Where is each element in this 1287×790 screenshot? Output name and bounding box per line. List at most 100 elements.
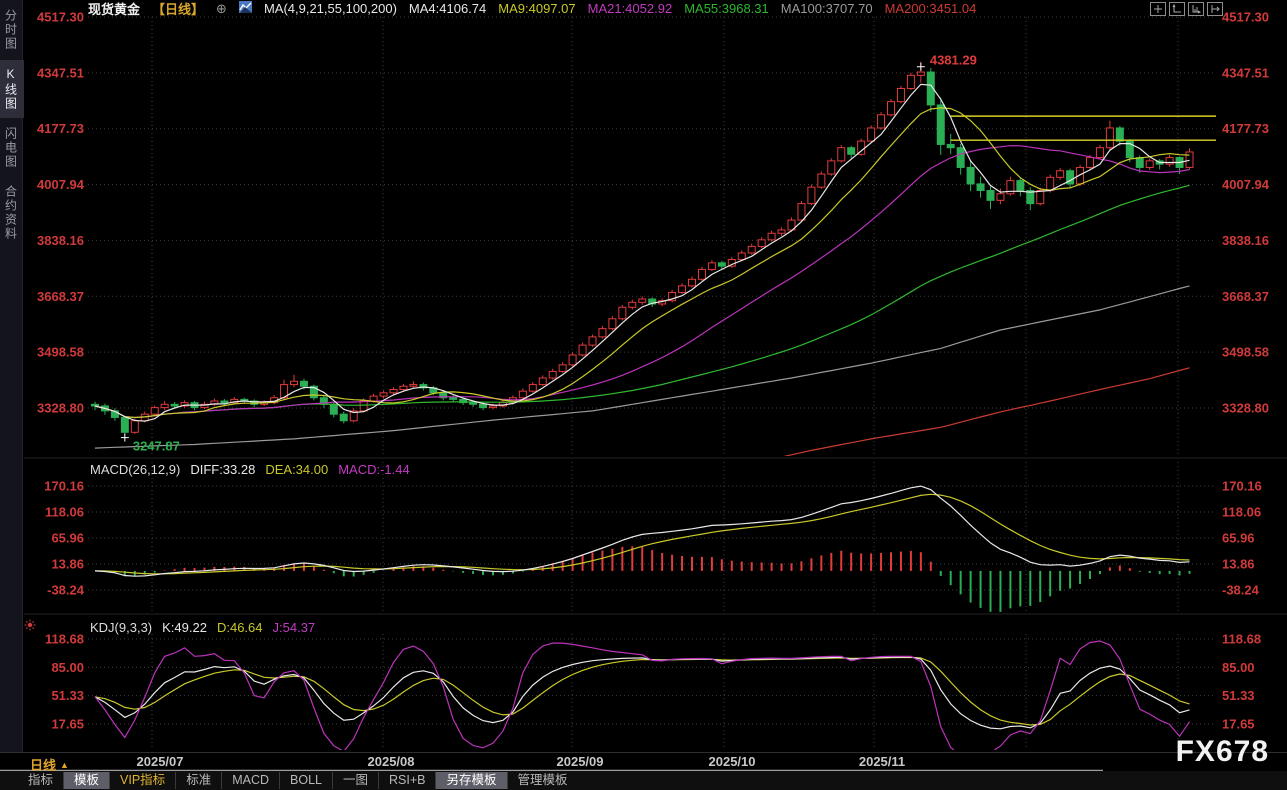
tab-vip-indicators[interactable]: VIP指标 <box>109 772 175 789</box>
chevron-up-icon: ▲ <box>60 759 69 770</box>
svg-text:65.96: 65.96 <box>51 531 84 546</box>
svg-text:3328.80: 3328.80 <box>1222 401 1269 416</box>
chart-tools <box>1150 2 1223 16</box>
kdj-d-value: D:46.64 <box>216 620 263 635</box>
svg-text:4007.94: 4007.94 <box>1222 177 1270 192</box>
right-axis-scale-icon[interactable] <box>1188 2 1204 16</box>
symbol-name: 现货黄金 <box>88 2 141 17</box>
svg-text:4177.73: 4177.73 <box>37 121 84 136</box>
kdj-j-value: J:54.37 <box>272 620 316 635</box>
svg-text:3838.16: 3838.16 <box>37 233 84 248</box>
ma-value-2: MA21:4052.92 <box>587 1 673 16</box>
left-axis-scale-icon[interactable] <box>1169 2 1185 16</box>
tab-save-template[interactable]: 另存模板 <box>435 772 507 789</box>
candlesticks <box>91 61 1194 435</box>
sidebar-item-time-chart[interactable]: 分时图 <box>3 9 18 51</box>
svg-text:2025/09: 2025/09 <box>557 754 604 769</box>
ma-lines <box>94 83 1190 456</box>
svg-text:17.65: 17.65 <box>1222 717 1255 732</box>
kdj-pane <box>94 640 1190 750</box>
svg-text:4347.51: 4347.51 <box>37 65 84 80</box>
macd-pane-header: MACD(26,12,9) DIFF:33.28 DEA:34.00 MACD:… <box>90 462 410 477</box>
ma4-line <box>94 83 1190 422</box>
ma9-line <box>94 107 1190 419</box>
svg-text:3838.16: 3838.16 <box>1222 233 1269 248</box>
svg-text:3668.37: 3668.37 <box>37 289 84 304</box>
tab-templates[interactable]: 模板 <box>63 772 110 789</box>
period-selector[interactable]: 日线 ▲ <box>30 755 69 774</box>
ma200-line <box>783 367 1190 456</box>
svg-text:118.06: 118.06 <box>45 505 84 520</box>
k-line <box>94 656 1190 730</box>
svg-text:3498.58: 3498.58 <box>1222 345 1269 360</box>
chart-header: 现货黄金 【日线】 ⊕ MA(4,9,21,55,100,200) MA4:41… <box>88 0 977 18</box>
svg-text:4517.30: 4517.30 <box>37 10 84 25</box>
svg-text:118.68: 118.68 <box>45 632 84 647</box>
tab-manage-templates[interactable]: 管理模板 <box>506 772 578 789</box>
ma-value-1: MA9:4097.07 <box>498 1 576 16</box>
d-line <box>94 656 1190 726</box>
j-line <box>94 640 1190 750</box>
ma-settings-label: MA(4,9,21,55,100,200) <box>263 1 397 16</box>
period-label: 日线 <box>30 758 57 773</box>
svg-text:118.68: 118.68 <box>1222 632 1261 647</box>
sidebar-item-kline-chart[interactable]: K线图 <box>0 60 24 118</box>
zoom-out-icon[interactable]: ⊕ <box>216 0 227 16</box>
svg-text:3328.80: 3328.80 <box>37 401 84 416</box>
diff-line <box>94 485 1190 577</box>
fx678-logo: FX678 <box>1175 735 1269 768</box>
macd-title: MACD(26,12,9) <box>90 462 181 477</box>
tab-standard[interactable]: 标准 <box>175 772 221 789</box>
svg-text:2025/07: 2025/07 <box>137 754 184 769</box>
tab-boll[interactable]: BOLL <box>279 772 332 789</box>
crosshair-tool-icon[interactable] <box>1150 2 1166 16</box>
period-tag: 【日线】 <box>152 2 205 17</box>
kdj-pane-header: KDJ(9,3,3) K:49.22 D:46.64 J:54.37 <box>90 620 315 635</box>
ma-value-4: MA100:3707.70 <box>780 1 873 16</box>
sidebar: 分时图 K线图 闪电图 合约资料 <box>0 0 24 752</box>
sidebar-item-contract-info[interactable]: 合约资料 <box>3 185 18 241</box>
svg-text:85.00: 85.00 <box>1222 660 1255 675</box>
svg-text:-38.24: -38.24 <box>47 583 85 598</box>
svg-text:3498.58: 3498.58 <box>37 345 84 360</box>
ma-value-3: MA55:3968.31 <box>684 1 769 16</box>
ma-value-5: MA200:3451.04 <box>884 1 977 16</box>
svg-text:2025/08: 2025/08 <box>368 754 415 769</box>
svg-text:4177.73: 4177.73 <box>1222 121 1269 136</box>
macd-diff-value: DIFF:33.28 <box>190 462 256 477</box>
pane-marker-icon[interactable] <box>24 618 36 636</box>
tab-macd[interactable]: MACD <box>221 772 279 789</box>
ma100-line <box>94 285 1190 449</box>
svg-text:2025/10: 2025/10 <box>709 754 756 769</box>
pane-separators <box>0 457 1287 772</box>
kdj-k-value: K:49.22 <box>162 620 207 635</box>
tab-rsi-b[interactable]: RSI+B <box>378 772 435 789</box>
macd-bar-value: MACD:-1.44 <box>338 462 410 477</box>
axis-labels: 4517.30 4517.30 4347.51 4347.51 4177.73 4177.… <box>37 10 1270 732</box>
bottom-toolbar: 指标 模板 VIP指标 标准 MACD BOLL 一图 RSI+B 另存模板 管… <box>0 771 1287 790</box>
macd-pane <box>94 485 1191 612</box>
gridlines <box>88 16 1216 750</box>
svg-text:170.16: 170.16 <box>44 479 84 494</box>
svg-text:85.00: 85.00 <box>51 660 84 675</box>
tab-indicators[interactable]: 指标 <box>28 773 54 787</box>
tab-one-chart[interactable]: 一图 <box>331 772 378 789</box>
ma-value-0: MA4:4106.74 <box>408 1 487 16</box>
svg-text:13.86: 13.86 <box>1222 557 1255 572</box>
macd-dea-value: DEA:34.00 <box>265 462 329 477</box>
kdj-title: KDJ(9,3,3) <box>90 620 153 635</box>
svg-text:65.96: 65.96 <box>1222 531 1255 546</box>
svg-text:51.33: 51.33 <box>51 688 84 703</box>
svg-text:118.06: 118.06 <box>1222 505 1261 520</box>
svg-text:51.33: 51.33 <box>1222 688 1255 703</box>
price-line-tool-icon[interactable] <box>1207 2 1223 16</box>
svg-text:17.65: 17.65 <box>51 717 84 732</box>
indicator-icon[interactable] <box>238 1 252 16</box>
reference-lines[interactable] <box>950 115 1216 141</box>
sidebar-item-lightning-chart[interactable]: 闪电图 <box>3 127 18 169</box>
svg-text:4347.51: 4347.51 <box>1222 65 1269 80</box>
low-price-label: 3247.87 <box>133 439 180 454</box>
svg-text:13.86: 13.86 <box>51 557 84 572</box>
